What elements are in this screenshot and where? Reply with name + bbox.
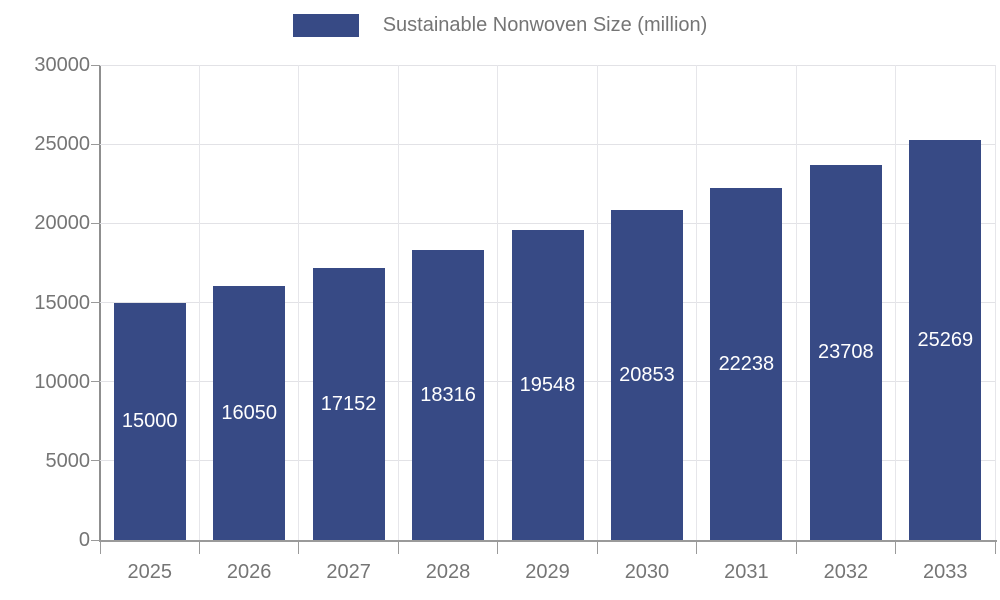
- x-tick-label: 2027: [326, 561, 371, 583]
- bar: [412, 249, 485, 540]
- x-grid-line: [298, 65, 300, 540]
- y-tick-label: 30000: [34, 54, 90, 76]
- x-tick-label: 2033: [923, 561, 968, 583]
- x-tick-label: 2028: [425, 561, 471, 583]
- y-axis-tick: [91, 381, 100, 383]
- y-axis-tick: [91, 222, 100, 224]
- x-axis-tick: [99, 540, 101, 554]
- y-tick-label: 25000: [34, 133, 90, 156]
- y-axis-tick: [91, 539, 100, 541]
- x-tick-label: 2029: [525, 561, 570, 583]
- x-grid-line: [596, 65, 598, 540]
- x-axis-tick: [497, 540, 499, 554]
- x-grid-line: [397, 65, 399, 540]
- bar-value-label: 18316: [420, 383, 476, 406]
- y-tick-label: 20000: [34, 212, 90, 235]
- bar-value-label: 17152: [320, 393, 377, 416]
- y-grid-line: [100, 64, 995, 66]
- bar: [710, 187, 783, 540]
- x-grid-line: [497, 65, 499, 540]
- x-axis-tick: [795, 540, 797, 554]
- x-tick-label: 2030: [624, 561, 670, 583]
- y-axis-tick: [91, 302, 100, 303]
- bar: [511, 230, 584, 540]
- x-axis-tick: [397, 540, 399, 554]
- x-axis-tick: [198, 540, 200, 554]
- x-axis-tick: [298, 540, 300, 554]
- x-grid-line: [795, 65, 797, 540]
- y-grid-line: [100, 222, 995, 224]
- x-axis-tick: [596, 540, 598, 554]
- x-axis-tick: [994, 540, 996, 554]
- bar: [113, 302, 186, 540]
- legend[interactable]: Sustainable Nonwoven Size (million): [0, 14, 1000, 37]
- x-tick-label: 2026: [226, 561, 272, 583]
- y-tick-label: 10000: [34, 370, 90, 393]
- x-grid-line: [994, 65, 996, 540]
- legend-marker-icon: [292, 14, 359, 37]
- bar: [809, 164, 882, 540]
- bar-value-label: 19548: [519, 374, 576, 397]
- bar-value-label: 25269: [917, 328, 974, 351]
- bar-value-label: 23708: [818, 341, 874, 364]
- bar: [610, 209, 683, 540]
- bar: [909, 139, 982, 540]
- bar-value-label: 16050: [221, 401, 277, 424]
- x-tick-label: 2025: [127, 561, 172, 583]
- bar-value-label: 20853: [619, 363, 675, 386]
- y-axis-tick: [91, 143, 100, 145]
- bar-value-label: 22238: [718, 352, 775, 375]
- y-axis-tick: [91, 64, 100, 66]
- x-grid-line: [198, 65, 200, 540]
- x-tick-label: 2031: [724, 561, 769, 583]
- bar-value-label: 15000: [121, 410, 178, 433]
- x-axis-tick: [895, 540, 897, 554]
- legend-label: Sustainable Nonwoven Size (million): [382, 14, 708, 36]
- y-tick-label: 0: [78, 529, 90, 551]
- x-axis-line: [99, 540, 997, 542]
- x-tick-label: 2032: [823, 561, 869, 583]
- y-axis-line: [99, 65, 101, 542]
- x-grid-line: [895, 65, 897, 540]
- bar: [312, 268, 385, 540]
- x-axis-tick: [696, 540, 698, 554]
- x-grid-line: [696, 65, 698, 540]
- y-tick-label: 5000: [45, 449, 91, 472]
- y-axis-tick: [91, 460, 100, 462]
- y-grid-line: [100, 143, 995, 145]
- bar: [213, 285, 286, 540]
- y-tick-label: 15000: [34, 291, 90, 314]
